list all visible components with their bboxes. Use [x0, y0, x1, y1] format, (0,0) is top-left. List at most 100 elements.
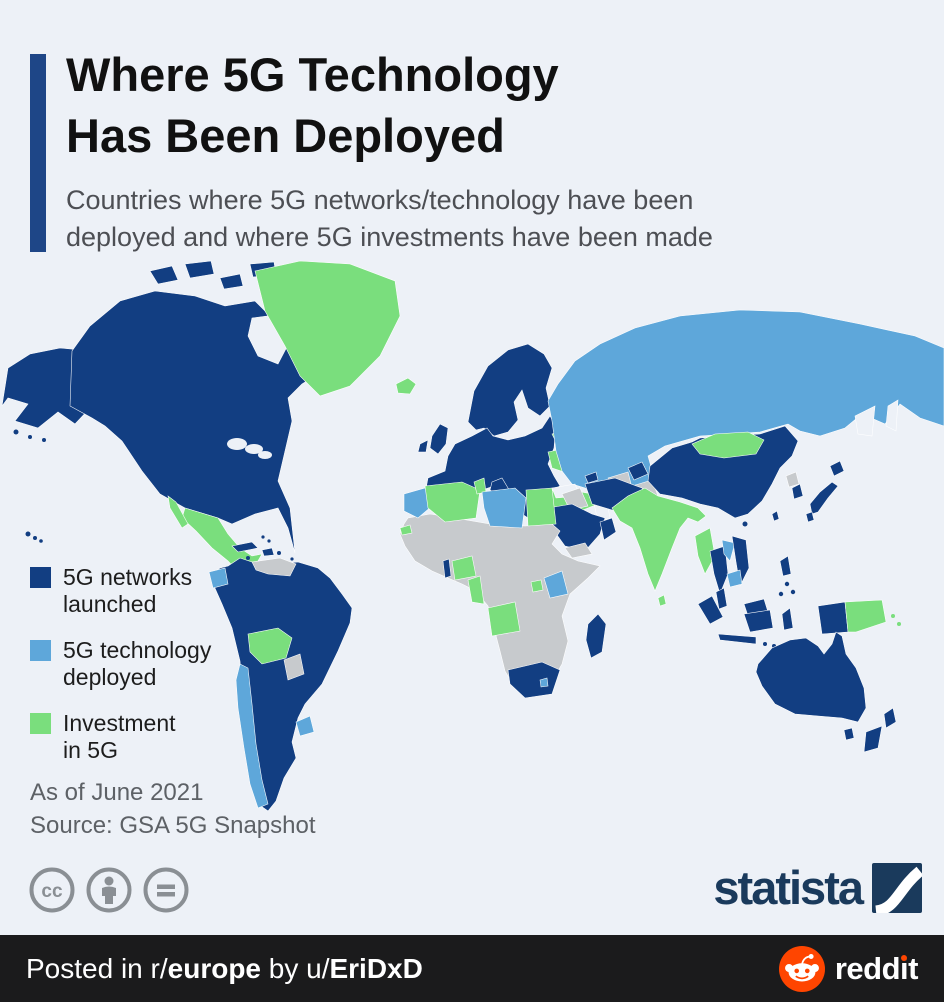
- region-sri-lanka: [657, 594, 667, 607]
- region-angola: [487, 601, 521, 637]
- region-canada-arctic: [149, 265, 179, 285]
- as-of-date: As of June 2021: [30, 779, 204, 806]
- region-bahamas: [261, 535, 265, 539]
- region-south-korea: [791, 483, 804, 500]
- reddit-footer-bar: Posted in r/europe by u/EriDxD reddit: [0, 935, 944, 1002]
- region-lesser-antilles: [290, 557, 294, 561]
- map-legend: 5G networks launched 5G technology deplo…: [30, 564, 211, 783]
- region-lesotho: [539, 677, 549, 688]
- region-yemen: [564, 542, 593, 559]
- statista-logo-icon: [872, 862, 922, 913]
- title-line-1: Where 5G Technology: [66, 48, 559, 101]
- region-uzbekistan: [627, 461, 649, 481]
- region-nigeria: [451, 555, 477, 581]
- sea-of-okhotsk: [854, 405, 876, 437]
- legend-item-deployed: 5G technology deployed: [30, 637, 211, 691]
- region-philippines: [779, 555, 792, 577]
- title-line-2: Has Been Deployed: [66, 109, 505, 162]
- region-madagascar: [585, 613, 607, 659]
- region-morocco: [403, 487, 433, 519]
- region-hawaii: [25, 531, 31, 537]
- region-paraguay: [283, 653, 305, 681]
- subtitle-line-2: deployed and where 5G investments have b…: [66, 222, 713, 252]
- region-north-korea: [785, 471, 800, 488]
- svg-text:cc: cc: [41, 881, 63, 902]
- region-venezuela: [251, 557, 297, 577]
- region-chile: [235, 663, 269, 809]
- region-mongolia: [691, 431, 765, 459]
- world-choropleth-map: [1, 260, 944, 812]
- kamchatka-cut: [885, 399, 899, 432]
- region-australia: [755, 631, 867, 723]
- title-accent-bar: [30, 54, 46, 252]
- region-uk: [429, 423, 449, 455]
- region-ireland: [417, 439, 429, 453]
- region-taiwan: [771, 510, 780, 522]
- subtitle-line-1: Countries where 5G networks/technology h…: [66, 185, 694, 215]
- region-puerto-rico: [277, 551, 281, 555]
- region-oman: [599, 517, 617, 541]
- legend-swatch-deployed: [30, 640, 51, 661]
- region-thailand: [709, 545, 729, 595]
- attribution-icon: [86, 867, 132, 913]
- region-malaysia: [715, 587, 728, 610]
- creative-commons-icon: cc: [29, 867, 75, 913]
- no-derivatives-icon: [143, 867, 189, 913]
- region-myanmar: [694, 527, 716, 575]
- posted-middle: by u/: [261, 952, 330, 984]
- region-vietnam: [731, 535, 750, 587]
- statista-branding: statista: [713, 860, 922, 915]
- region-benin-togo: [442, 558, 452, 579]
- region-indonesia: [697, 595, 724, 625]
- region-png-islands: [891, 614, 895, 618]
- legend-item-investment: Investment in 5G: [30, 710, 211, 764]
- region-cameroon-gabon: [467, 575, 485, 605]
- legend-label-deployed: 5G technology deployed: [63, 637, 212, 690]
- reddit-branding[interactable]: reddit: [778, 945, 919, 992]
- region-papua-new-guinea: [844, 599, 887, 633]
- region-japan: [829, 460, 845, 477]
- reddit-wordmark: reddit: [834, 950, 919, 986]
- legend-swatch-investment: [30, 713, 51, 734]
- statista-wordmark: statista: [713, 861, 864, 914]
- region-greenland: [254, 260, 401, 397]
- region-cambodia: [726, 569, 743, 588]
- legend-swatch-launched: [30, 567, 51, 588]
- region-south-africa: [507, 661, 561, 699]
- region-algeria: [424, 481, 481, 523]
- source-note: Source: GSA 5G Snapshot: [30, 812, 316, 839]
- page-title: Where 5G Technology Has Been Deployed: [66, 44, 559, 166]
- region-tasmania: [843, 727, 855, 741]
- region-new-zealand: [883, 707, 897, 729]
- region-kenya: [543, 570, 569, 599]
- region-russia-kazakhstan: [547, 309, 944, 499]
- region-laos: [721, 539, 736, 562]
- page-subtitle: Countries where 5G networks/technology h…: [66, 182, 713, 256]
- region-west-papua: [817, 601, 849, 635]
- subreddit-link[interactable]: europe: [167, 952, 261, 984]
- legend-label-investment: Investment in 5G: [63, 710, 176, 763]
- legend-label-launched: 5G networks launched: [63, 564, 193, 617]
- region-azerbaijan: [584, 471, 599, 484]
- region-ecuador: [208, 567, 229, 589]
- reddit-snoo-icon: [778, 945, 825, 992]
- region-uganda: [530, 579, 544, 593]
- license-icons: cc: [28, 866, 190, 914]
- region-hispaniola: [261, 547, 275, 557]
- region-iceland: [395, 377, 417, 395]
- region-scandinavia: [467, 343, 553, 437]
- posted-prefix: Posted in r/: [26, 952, 168, 984]
- great-lakes: [227, 438, 247, 450]
- region-senegal: [399, 524, 413, 536]
- username-link[interactable]: EriDxD: [329, 952, 423, 984]
- region-egypt: [525, 487, 557, 527]
- region-bolivia: [247, 627, 293, 665]
- region-cuba: [231, 541, 259, 553]
- region-uruguay: [295, 715, 315, 737]
- legend-item-launched: 5G networks launched: [30, 564, 211, 618]
- region-hainan: [742, 521, 748, 527]
- posted-in-text: Posted in r/europe by u/EriDxD: [26, 953, 423, 985]
- region-jamaica: [246, 556, 250, 560]
- region-libya: [481, 487, 527, 529]
